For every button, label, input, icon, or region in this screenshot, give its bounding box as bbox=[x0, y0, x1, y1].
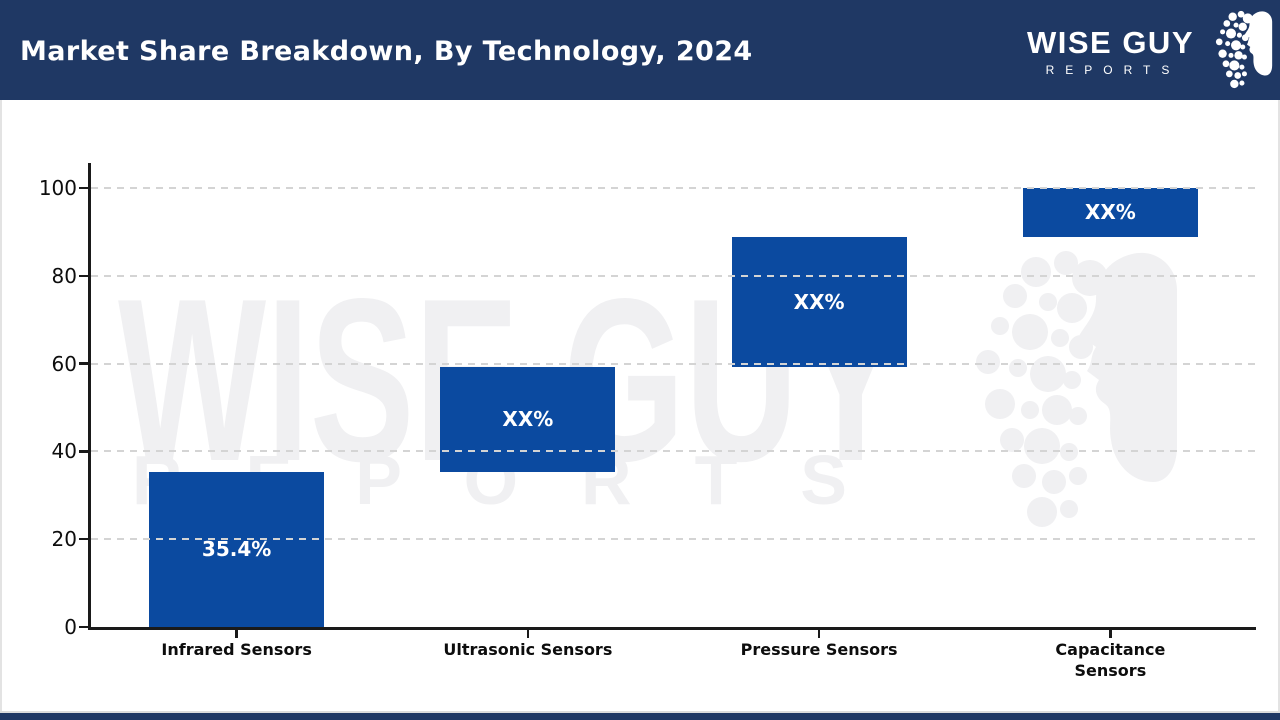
header-bar: Market Share Breakdown, By Technology, 2… bbox=[0, 0, 1280, 100]
gridline-80 bbox=[91, 274, 1256, 277]
wise-guy-logo: WISE GUY REPORTS bbox=[1027, 8, 1276, 96]
category-label-infrared-sensors: Infrared Sensors bbox=[161, 640, 312, 659]
y-tick-80 bbox=[79, 274, 88, 277]
bar-capacitance-sensors: XX% bbox=[1022, 188, 1198, 237]
bar-value-label-ultrasonic-sensors: XX% bbox=[502, 407, 554, 432]
bar-ultrasonic-sensors: XX% bbox=[440, 367, 616, 472]
category-label-pressure-sensors: Pressure Sensors bbox=[740, 640, 898, 659]
y-tick-60 bbox=[79, 362, 88, 365]
page-title: Market Share Breakdown, By Technology, 2… bbox=[20, 36, 753, 67]
logo-subtitle: REPORTS bbox=[1045, 63, 1181, 77]
y-tick-label-0: 0 bbox=[64, 615, 77, 639]
bar-value-label-pressure-sensors: XX% bbox=[793, 289, 845, 314]
logo-wordmark-block: WISE GUY REPORTS bbox=[1027, 27, 1194, 77]
x-tick-infrared-sensors bbox=[235, 630, 238, 638]
y-tick-20 bbox=[79, 538, 88, 541]
y-tick-40 bbox=[79, 450, 88, 453]
y-tick-100 bbox=[79, 186, 88, 190]
category-label-ultrasonic-sensors: Ultrasonic Sensors bbox=[443, 640, 613, 659]
x-tick-capacitance-sensors bbox=[1109, 630, 1112, 638]
y-tick-label-20: 20 bbox=[51, 527, 77, 552]
bar-infrared-sensors: 35.4% bbox=[149, 471, 325, 627]
right-border bbox=[1278, 100, 1280, 711]
x-tick-ultrasonic-sensors bbox=[526, 630, 530, 638]
footer-bar bbox=[0, 713, 1280, 720]
y-tick-label-40: 40 bbox=[51, 439, 77, 464]
footer-divider bbox=[0, 711, 1280, 713]
y-tick-label-100: 100 bbox=[38, 176, 77, 200]
bar-pressure-sensors: XX% bbox=[731, 236, 907, 368]
bar-value-label-capacitance-sensors: XX% bbox=[1084, 200, 1136, 225]
logo-wordmark: WISE GUY bbox=[1026, 25, 1194, 60]
y-tick-0 bbox=[79, 625, 88, 629]
gridline-60 bbox=[91, 362, 1256, 365]
gridline-100 bbox=[91, 187, 1256, 189]
y-tick-label-80: 80 bbox=[51, 263, 77, 288]
category-label-capacitance-sensors: Capacitance Sensors bbox=[1055, 640, 1166, 680]
y-tick-label-60: 60 bbox=[51, 351, 77, 376]
plot-area: 0 20 40 60 80 100 35.4% Infrared Sensors XX% Ultr… bbox=[39, 163, 1256, 680]
x-tick-pressure-sensors bbox=[817, 630, 821, 638]
logo-head-icon bbox=[1186, 10, 1276, 94]
left-border bbox=[0, 100, 2, 711]
gridline-40 bbox=[91, 450, 1256, 453]
bar-value-label-infrared-sensors: 35.4% bbox=[201, 537, 272, 562]
gridline-20 bbox=[91, 538, 1256, 541]
